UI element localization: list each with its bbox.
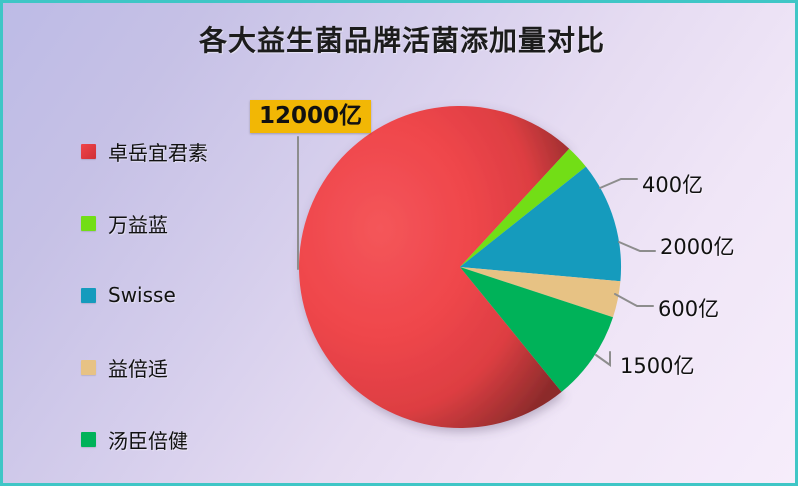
pie-slice-wanyilan[interactable] bbox=[460, 148, 586, 267]
leader-line-600 bbox=[614, 293, 654, 307]
pie-slice-zhuoyueyijunsu[interactable] bbox=[299, 106, 570, 429]
legend-item-swisse[interactable]: Swisse bbox=[81, 259, 251, 331]
leader-lines bbox=[297, 136, 656, 367]
pie-slice-yibeishi[interactable] bbox=[460, 267, 621, 318]
legend: 卓岳宜君素 万益蓝 Swisse 益倍适 汤臣倍健 bbox=[81, 115, 251, 475]
legend-swatch-icon bbox=[81, 359, 96, 375]
data-label-2000: 2000亿 bbox=[660, 235, 735, 259]
legend-swatch-icon bbox=[81, 431, 96, 447]
legend-swatch-icon bbox=[81, 143, 96, 159]
data-label-400: 400亿 bbox=[642, 173, 704, 197]
legend-item-label: 汤臣倍健 bbox=[108, 428, 188, 453]
legend-item-tangchenbeijian[interactable]: 汤臣倍健 bbox=[81, 403, 251, 475]
legend-swatch-icon bbox=[81, 287, 96, 303]
pie-small-slices bbox=[460, 148, 622, 392]
pie-slice-tangchenbeijian[interactable] bbox=[460, 267, 613, 392]
page-title: 各大益生菌品牌活菌添加量对比 bbox=[198, 24, 605, 57]
legend-item-label: 万益蓝 bbox=[108, 212, 168, 237]
data-label-1500: 1500亿 bbox=[620, 354, 695, 378]
legend-swatch-icon bbox=[81, 215, 96, 231]
data-label-600: 600亿 bbox=[658, 297, 720, 321]
legend-item-label: Swisse bbox=[108, 283, 176, 307]
leader-line-2000 bbox=[618, 241, 656, 252]
legend-item-label: 益倍适 bbox=[108, 356, 168, 381]
pie-slice-swisse[interactable] bbox=[460, 166, 622, 282]
legend-item-yibeishi[interactable]: 益倍适 bbox=[81, 331, 251, 403]
pie-slices bbox=[299, 106, 570, 429]
leader-line-1500 bbox=[595, 351, 611, 367]
legend-item-zhuoyueyijunsu[interactable]: 卓岳宜君素 bbox=[81, 115, 251, 187]
leader-line-400 bbox=[599, 178, 638, 189]
legend-item-wanyilan[interactable]: 万益蓝 bbox=[81, 187, 251, 259]
highlighted-value-callout: 12000亿 bbox=[250, 100, 372, 134]
legend-item-label: 卓岳宜君素 bbox=[108, 140, 208, 165]
